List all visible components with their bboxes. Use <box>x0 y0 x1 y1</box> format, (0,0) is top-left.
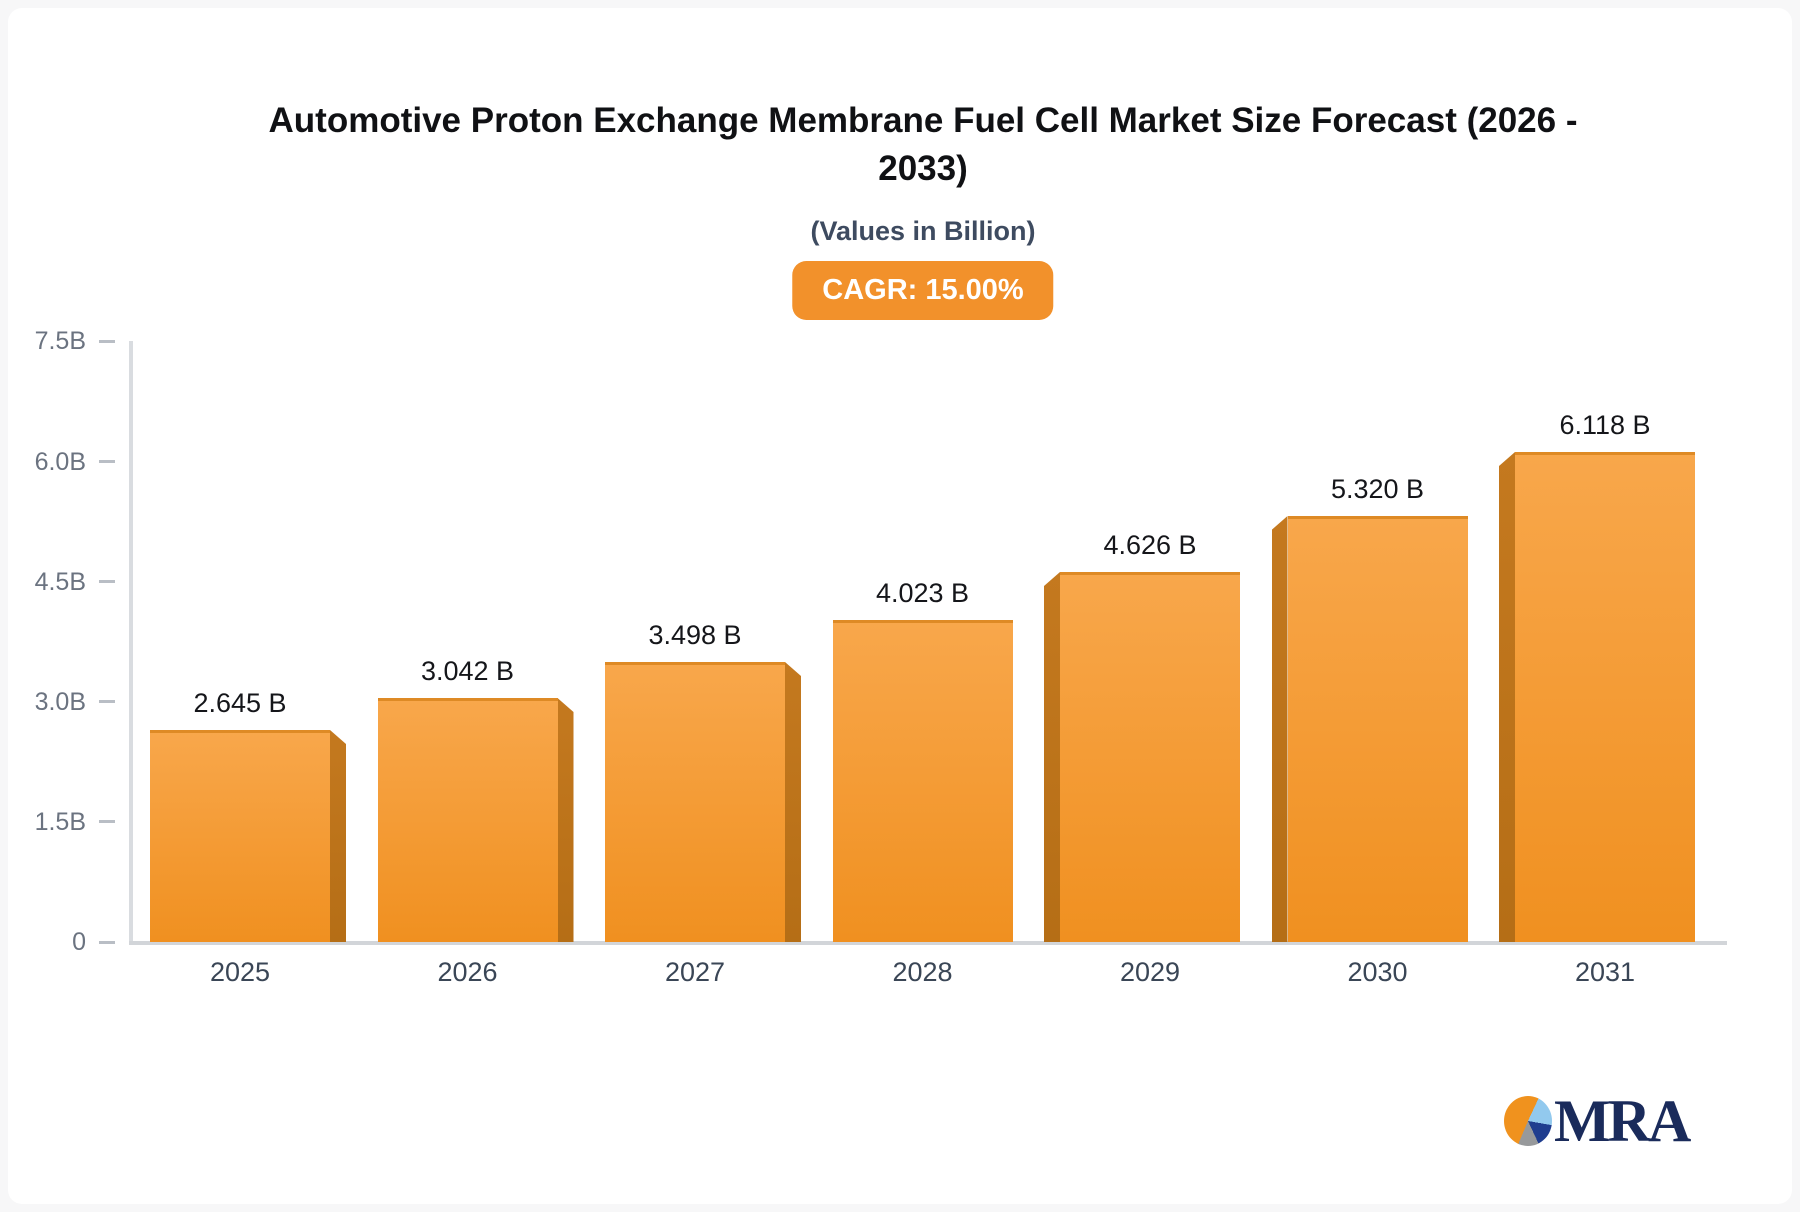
bar-front-face <box>832 620 1013 942</box>
y-axis-tick <box>99 940 115 944</box>
y-axis-tick <box>99 820 115 824</box>
x-axis-label: 2027 <box>664 957 726 987</box>
x-axis-label: 2031 <box>1574 957 1636 987</box>
bar-front-face <box>1515 452 1695 942</box>
bar-3d-side <box>557 698 574 942</box>
chart-title-line2: 2033) <box>878 149 968 188</box>
x-axis-label: 2025 <box>209 957 271 987</box>
bar-front-face <box>1060 572 1240 942</box>
y-axis-label: 1.5B <box>34 807 86 836</box>
bar-value-label: 4.023 B <box>875 578 970 608</box>
bar-3d-side <box>1499 452 1515 942</box>
bar-3d-side <box>785 662 801 942</box>
chart-card <box>8 8 1792 1204</box>
chart-subtitle: (Values in Billion) <box>810 216 1036 246</box>
bar-3d-side <box>1044 572 1060 942</box>
bar-3d-side <box>330 730 346 942</box>
y-axis-tick <box>99 580 115 584</box>
pie-chart-logo-icon <box>1504 1096 1552 1146</box>
bar-front-face <box>150 730 330 942</box>
bar-value-label: 3.042 B <box>420 656 515 686</box>
y-axis-label: 0 <box>72 928 86 956</box>
x-axis-label: 2028 <box>892 957 953 987</box>
x-axis-label: 2026 <box>437 957 498 987</box>
bar-front-face <box>377 698 558 942</box>
logo-text: MRA <box>1554 1088 1691 1154</box>
bar-value-label: 2.645 B <box>193 688 287 718</box>
bar-3d-side <box>1271 516 1288 942</box>
x-axis-label: 2029 <box>1119 957 1181 987</box>
y-axis-tick <box>99 460 115 464</box>
bar-front-face <box>1287 516 1468 942</box>
y-axis-label: 6.0B <box>34 447 86 476</box>
bar-value-label: 3.498 B <box>648 620 742 650</box>
chart-title-line1: Automotive Proton Exchange Membrane Fuel… <box>268 101 1578 140</box>
y-axis-tick <box>99 339 115 343</box>
cagr-badge: CAGR: 15.00% <box>792 261 1054 320</box>
bar-value-label: 5.320 B <box>1330 474 1425 504</box>
y-axis-label: 4.5B <box>34 567 86 596</box>
x-axis-label: 2030 <box>1347 957 1408 987</box>
bar-value-label: 4.626 B <box>1103 530 1197 560</box>
bar-front-face <box>605 662 785 942</box>
y-axis-label: 3.0B <box>34 687 86 716</box>
x-axis-line <box>129 941 1727 945</box>
y-axis-line <box>129 341 133 945</box>
y-axis-label: 7.5B <box>34 327 86 356</box>
mra-logo: MRA <box>1504 1088 1691 1154</box>
chart-title: Automotive Proton Exchange Membrane Fuel… <box>123 97 1723 193</box>
y-axis-tick <box>99 700 115 704</box>
bar-value-label: 6.118 B <box>1559 410 1651 440</box>
